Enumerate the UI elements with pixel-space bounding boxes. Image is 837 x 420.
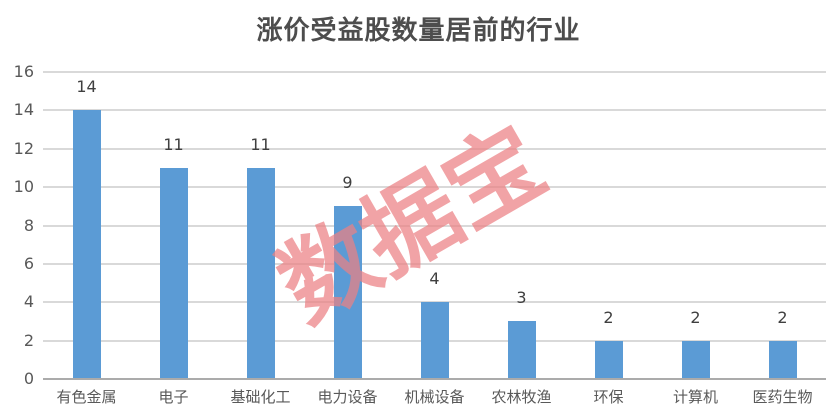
bar-基础化工 [246, 167, 275, 379]
gridline [43, 262, 826, 265]
plot-area: 14 11 11 9 4 3 2 2 2 [43, 71, 826, 380]
y-tick-label: 10 [13, 177, 34, 197]
x-category-label: 电子 [158, 388, 189, 406]
y-tick-label: 2 [23, 330, 34, 350]
bar-农林牧渔 [507, 321, 536, 379]
bar-环保 [594, 340, 623, 379]
bar-计算机 [681, 340, 710, 379]
y-tick-label: 6 [23, 253, 34, 273]
x-axis-category-labels: 有色金属 电子 基础化工 电力设备 机械设备 农林牧渔 环保 计算机 医药生物 [43, 386, 826, 406]
y-tick-label: 12 [13, 138, 34, 158]
data-label: 9 [342, 173, 353, 193]
data-label: 3 [516, 288, 527, 308]
gridline [43, 71, 826, 73]
x-category-label: 农林牧渔 [491, 388, 552, 406]
x-category-label: 计算机 [672, 388, 718, 406]
y-tick-label: 4 [23, 292, 34, 312]
data-label: 11 [250, 134, 271, 154]
y-tick-label: 0 [23, 369, 34, 388]
bar-有色金属 [72, 110, 101, 379]
bar-机械设备 [420, 302, 449, 379]
y-tick-label: 8 [23, 215, 34, 235]
gridline [43, 186, 826, 189]
x-category-label: 环保 [593, 388, 624, 406]
gridline [43, 224, 826, 227]
x-category-label: 基础化工 [230, 388, 291, 406]
data-label: 11 [163, 134, 184, 154]
x-category-label: 有色金属 [56, 388, 117, 406]
gridline [43, 147, 826, 150]
bar-医药生物 [768, 340, 797, 379]
x-category-label: 电力设备 [317, 388, 378, 406]
bar-电子 [159, 167, 188, 379]
data-label: 2 [777, 307, 788, 327]
x-category-label: 医药生物 [752, 388, 813, 406]
y-tick-label: 14 [13, 100, 34, 120]
data-label: 14 [76, 77, 97, 97]
data-label: 2 [690, 307, 701, 327]
gridline [43, 109, 826, 112]
data-label: 4 [429, 269, 440, 289]
x-axis-line [43, 378, 826, 380]
bar-电力设备 [333, 206, 362, 379]
data-label: 2 [603, 307, 614, 327]
x-category-label: 机械设备 [404, 388, 465, 406]
y-tick-label: 16 [13, 62, 34, 81]
chart-title: 涨价受益股数量居前的行业 [256, 16, 581, 46]
